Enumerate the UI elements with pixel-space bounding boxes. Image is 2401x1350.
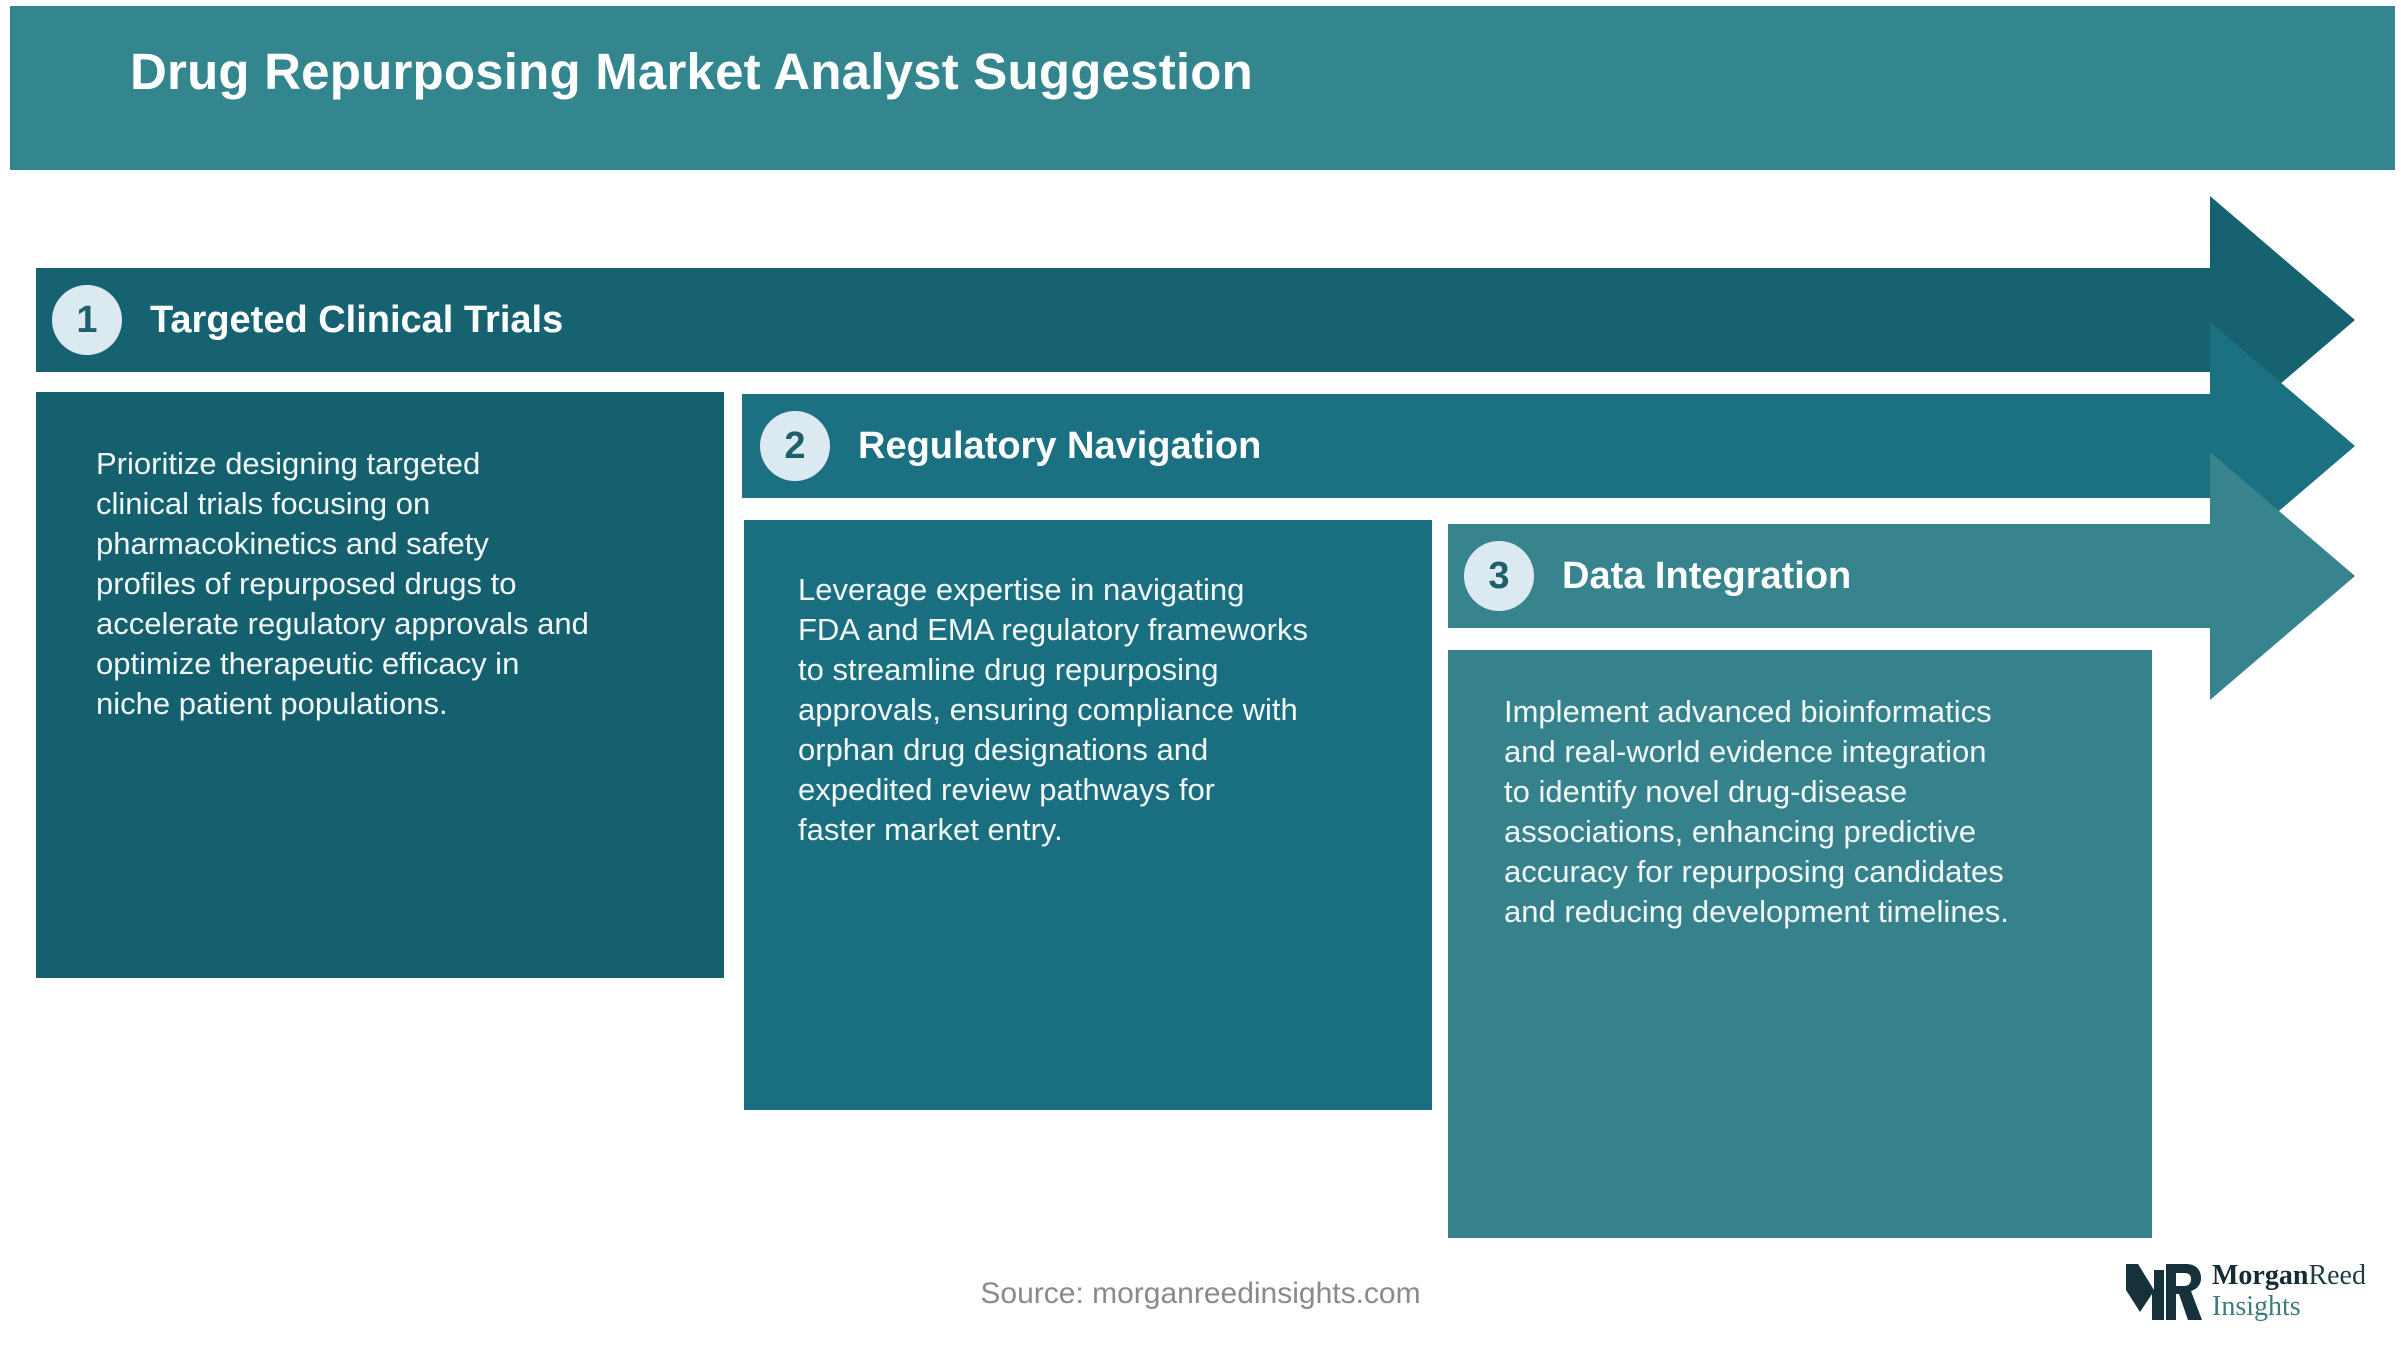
step-number-badge-2: 2 [760, 411, 830, 481]
header-band [10, 6, 2395, 170]
logo-morgan-text: Morgan [2212, 1259, 2309, 1291]
step-number-badge-1: 1 [52, 285, 122, 355]
logo-reed-text: Reed [2308, 1259, 2366, 1291]
step-header-3: 3 Data Integration [1464, 526, 1851, 626]
step-title-1: Targeted Clinical Trials [150, 298, 564, 341]
step-title-2: Regulatory Navigation [858, 424, 1262, 467]
morgan-reed-insights-logo: MorganReed Insights [2124, 1255, 2374, 1327]
step-body-card-2 [744, 520, 1432, 1110]
step-header-1: 1 Targeted Clinical Trials [52, 270, 563, 370]
step-title-3: Data Integration [1562, 554, 1852, 597]
step-number-badge-3: 3 [1464, 541, 1534, 611]
logo-line-1: MorganReed [2212, 1259, 2366, 1291]
step-body-text-2: Leverage expertise in navigating FDA and… [798, 572, 1308, 847]
logo-wordmark: MorganReed Insights [2212, 1259, 2366, 1322]
step-header-2: 2 Regulatory Navigation [760, 396, 1261, 496]
step-body-text-1: Prioritize designing targeted clinical t… [96, 446, 589, 721]
step-body-text-3: Implement advanced bioinformatics and re… [1504, 694, 2009, 929]
step-body-card-3 [1448, 650, 2152, 1238]
step-body-card-1 [36, 392, 724, 978]
source-caption: Source: morganreedinsights.com [980, 1277, 1421, 1310]
page-title: Drug Repurposing Market Analyst Suggesti… [130, 43, 1253, 100]
logo-line-2: Insights [2212, 1290, 2301, 1322]
mr-monogram-icon [2126, 1264, 2202, 1320]
